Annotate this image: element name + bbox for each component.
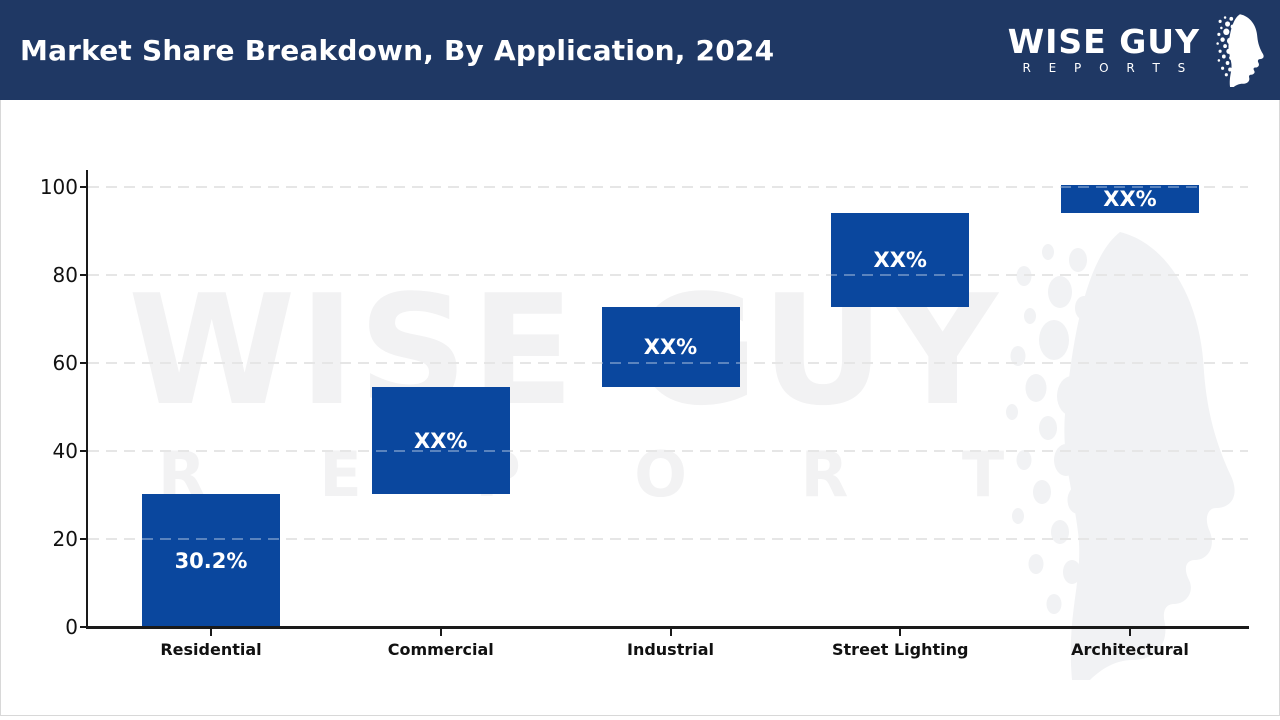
- x-tick-residential: [210, 629, 212, 636]
- x-tick-label-residential: Residential: [160, 640, 262, 659]
- bar-value-label-architectural: XX%: [1103, 187, 1157, 212]
- header-band: Market Share Breakdown, By Application, …: [0, 0, 1280, 100]
- chart-title: Market Share Breakdown, By Application, …: [20, 33, 775, 67]
- gridline: [88, 538, 1248, 540]
- gridline: [88, 186, 1248, 188]
- x-tick-label-architectural: Architectural: [1071, 640, 1189, 659]
- y-tick-label: 20: [52, 527, 78, 551]
- gridline-overlay: [88, 362, 1248, 364]
- gridline-overlay: [88, 274, 1248, 276]
- bar-commercial: XX%: [371, 387, 510, 495]
- logo-subtext: R E P O R T S: [1022, 61, 1193, 75]
- logo-face-icon: [1216, 14, 1264, 88]
- x-tick-industrial: [669, 629, 672, 636]
- gridline: [88, 274, 1248, 276]
- bar-industrial: XX%: [601, 306, 740, 388]
- gridline-overlay: [88, 186, 1248, 188]
- y-axis-line: [86, 170, 88, 628]
- watermark-face-icon: [1006, 232, 1235, 680]
- gridline-overlay: [88, 538, 1248, 540]
- y-tick-label: 0: [65, 615, 78, 639]
- gridline-overlay: [88, 450, 1248, 452]
- logo-text: WISE GUY R E P O R T S: [1008, 24, 1200, 76]
- x-tick-label-commercial: Commercial: [387, 640, 494, 659]
- wise-guy-logo: WISE GUY R E P O R T S: [1008, 8, 1266, 92]
- y-tick: [80, 538, 86, 540]
- y-tick: [80, 626, 86, 628]
- bar-value-label-residential: 30.2%: [174, 548, 248, 573]
- y-tick: [80, 362, 86, 364]
- y-tick: [80, 274, 86, 276]
- logo-wordmark: WISE GUY: [1007, 22, 1200, 61]
- bar-value-label-industrial: XX%: [643, 334, 698, 359]
- y-tick-label: 60: [52, 351, 78, 375]
- y-tick-label: 100: [39, 175, 78, 199]
- y-tick: [80, 186, 86, 188]
- gridline: [88, 450, 1248, 452]
- x-tick-label-street-lighting: Street Lighting: [832, 640, 969, 659]
- y-tick-label: 40: [52, 439, 78, 463]
- y-tick: [80, 450, 86, 452]
- bar-architectural: XX%: [1061, 185, 1199, 213]
- y-tick-label: 80: [52, 263, 78, 287]
- bar-value-label-commercial: XX%: [414, 428, 468, 453]
- x-tick-commercial: [439, 629, 442, 636]
- x-tick-architectural: [1129, 629, 1131, 636]
- bar-residential: 30.2%: [142, 494, 280, 627]
- bar-value-label-street-lighting: XX%: [873, 247, 927, 272]
- x-axis-line: [86, 626, 1249, 629]
- x-tick-street-lighting: [899, 629, 902, 636]
- bar-street-lighting: XX%: [831, 212, 970, 307]
- x-tick-label-industrial: Industrial: [626, 640, 714, 659]
